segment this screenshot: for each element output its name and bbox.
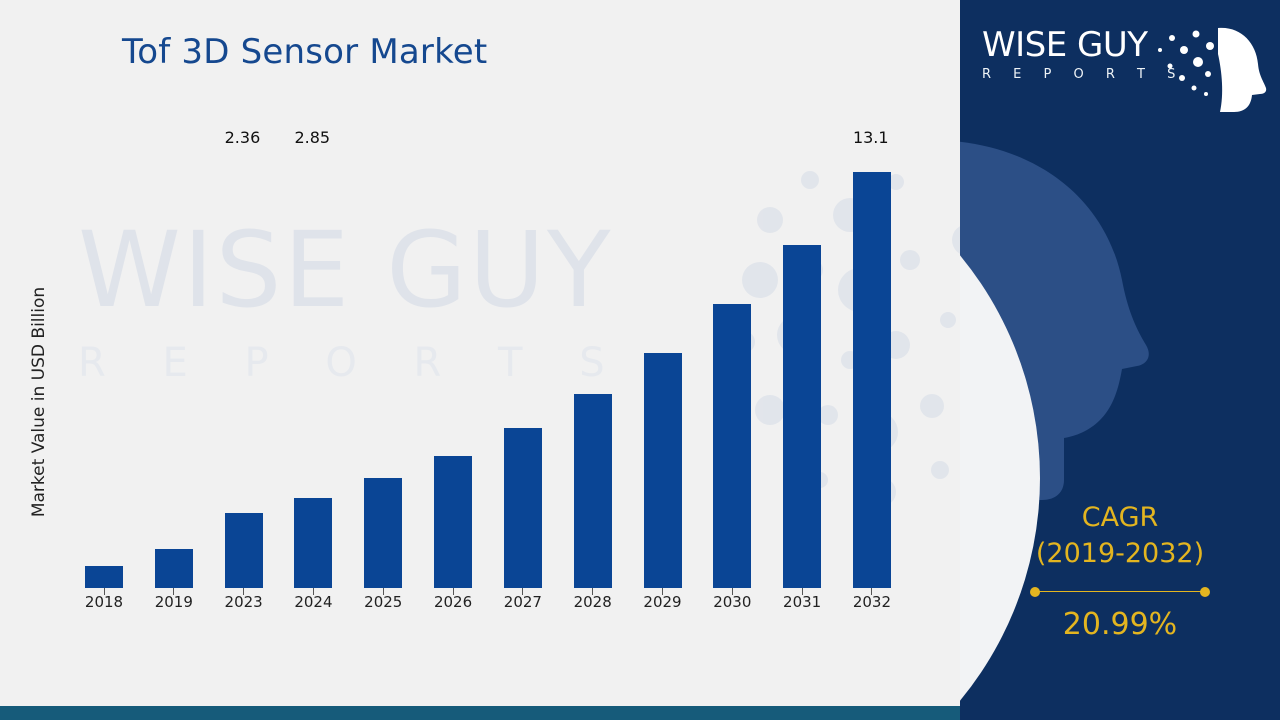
cagr-divider bbox=[1030, 586, 1210, 597]
divider-dot-right bbox=[1200, 586, 1210, 597]
footer-bar bbox=[0, 706, 960, 720]
plot-area: 2.36 2.85 13.1 bbox=[68, 128, 908, 588]
bar[interactable] bbox=[434, 456, 473, 588]
axis-tick bbox=[243, 588, 245, 595]
x-axis-tick-label: 2032 bbox=[852, 593, 892, 611]
bar[interactable]: 2.85 bbox=[294, 128, 333, 588]
tick-slot bbox=[710, 588, 754, 598]
bar-value-label: 2.36 bbox=[224, 128, 261, 147]
x-axis-tick-label: 2024 bbox=[294, 593, 333, 611]
bar[interactable] bbox=[713, 304, 752, 588]
bar-slot: 13.1 bbox=[850, 128, 894, 588]
bar[interactable] bbox=[573, 394, 612, 588]
cagr-label-line-1: CAGR bbox=[1081, 502, 1159, 533]
x-axis-tick-label: 2019 bbox=[154, 593, 193, 611]
bar-slot bbox=[501, 150, 545, 588]
cagr-label-line-2: (2019-2032) bbox=[1035, 538, 1205, 570]
x-axis-tick-label: 2030 bbox=[713, 593, 752, 611]
x-axis-tick-label: 2029 bbox=[643, 593, 682, 611]
bar-slot bbox=[641, 150, 685, 588]
bar[interactable] bbox=[85, 566, 123, 588]
bar[interactable]: 2.36 bbox=[224, 128, 263, 588]
bar-slot bbox=[152, 150, 196, 588]
tick-slot bbox=[641, 588, 685, 598]
axis-tick bbox=[522, 588, 524, 595]
bar-value-label: 2.85 bbox=[294, 128, 331, 147]
logo-dotted-head-icon bbox=[1158, 27, 1267, 113]
bar[interactable] bbox=[783, 245, 822, 588]
tick-slot bbox=[222, 588, 266, 598]
axis-tick bbox=[382, 588, 384, 595]
bar-slot: 2.85 bbox=[291, 128, 335, 588]
cagr-block: CAGR (2019-2032) 20.99% bbox=[960, 500, 1280, 642]
axis-tick bbox=[173, 588, 175, 595]
cagr-value: 20.99% bbox=[1062, 606, 1178, 642]
chart-panel: Tof 3D Sensor Market WISE GUY R E P O R … bbox=[26, 32, 980, 611]
x-axis-tick-label: 2031 bbox=[783, 593, 822, 611]
x-axis-labels: 2018 2019 2023 2024 2025 2026 2027 2028 2029 2030… bbox=[68, 593, 908, 611]
page-title: Tof 3D Sensor Market bbox=[122, 32, 488, 72]
axis-tick bbox=[103, 588, 105, 595]
bar[interactable]: 13.1 bbox=[852, 128, 891, 588]
logo-wordmark: WISE GUY bbox=[982, 25, 1148, 65]
tick-slot bbox=[501, 588, 545, 598]
bar-slot bbox=[710, 150, 754, 588]
tick-slot bbox=[431, 588, 475, 598]
divider-line bbox=[1035, 590, 1205, 593]
axis-tick bbox=[312, 588, 314, 595]
tick-slot bbox=[850, 588, 894, 598]
bar-series: 2.36 2.85 13.1 bbox=[68, 128, 908, 588]
brand-logo: WISE GUY R E P O R T S bbox=[982, 25, 1267, 113]
bar[interactable] bbox=[503, 428, 542, 588]
bar-value-label: 13.1 bbox=[852, 128, 889, 147]
bar[interactable] bbox=[643, 353, 682, 588]
tick-slot bbox=[152, 588, 196, 598]
bar-slot bbox=[780, 150, 824, 588]
x-axis-tick-label: 2018 bbox=[84, 593, 124, 611]
tick-slot bbox=[291, 588, 335, 598]
axis-tick bbox=[662, 588, 663, 595]
x-axis-tick-label: 2028 bbox=[573, 593, 612, 611]
bar-slot bbox=[431, 150, 475, 588]
tick-slot bbox=[780, 588, 824, 598]
bar-slot bbox=[82, 150, 126, 588]
tick-slot bbox=[361, 588, 405, 598]
tick-slot bbox=[571, 588, 615, 598]
axis-tick bbox=[871, 588, 873, 595]
x-axis-tick-label: 2023 bbox=[224, 593, 263, 611]
axis-tick bbox=[731, 588, 733, 595]
bar-slot bbox=[571, 150, 615, 588]
x-axis-tick-label: 2027 bbox=[503, 593, 542, 611]
x-axis-tick-label: 2026 bbox=[433, 593, 473, 611]
y-axis-label: Market Value in USD Billion bbox=[26, 232, 52, 572]
axis-tick bbox=[801, 588, 803, 595]
bar-slot: 2.36 bbox=[222, 128, 266, 588]
axis-tick bbox=[452, 588, 454, 595]
y-axis-label-text: Market Value in USD Billion bbox=[29, 286, 50, 518]
brand-panel: WISE GUY R E P O R T S bbox=[960, 0, 1280, 720]
bar-slot bbox=[361, 150, 405, 588]
logo-subtext: R E P O R T S bbox=[982, 67, 1185, 82]
x-axis-tick-label: 2025 bbox=[364, 593, 403, 611]
bar[interactable] bbox=[154, 549, 193, 588]
x-axis-ticks bbox=[68, 588, 908, 598]
tick-slot bbox=[82, 588, 126, 598]
bar[interactable] bbox=[364, 478, 403, 588]
axis-tick bbox=[592, 588, 594, 595]
